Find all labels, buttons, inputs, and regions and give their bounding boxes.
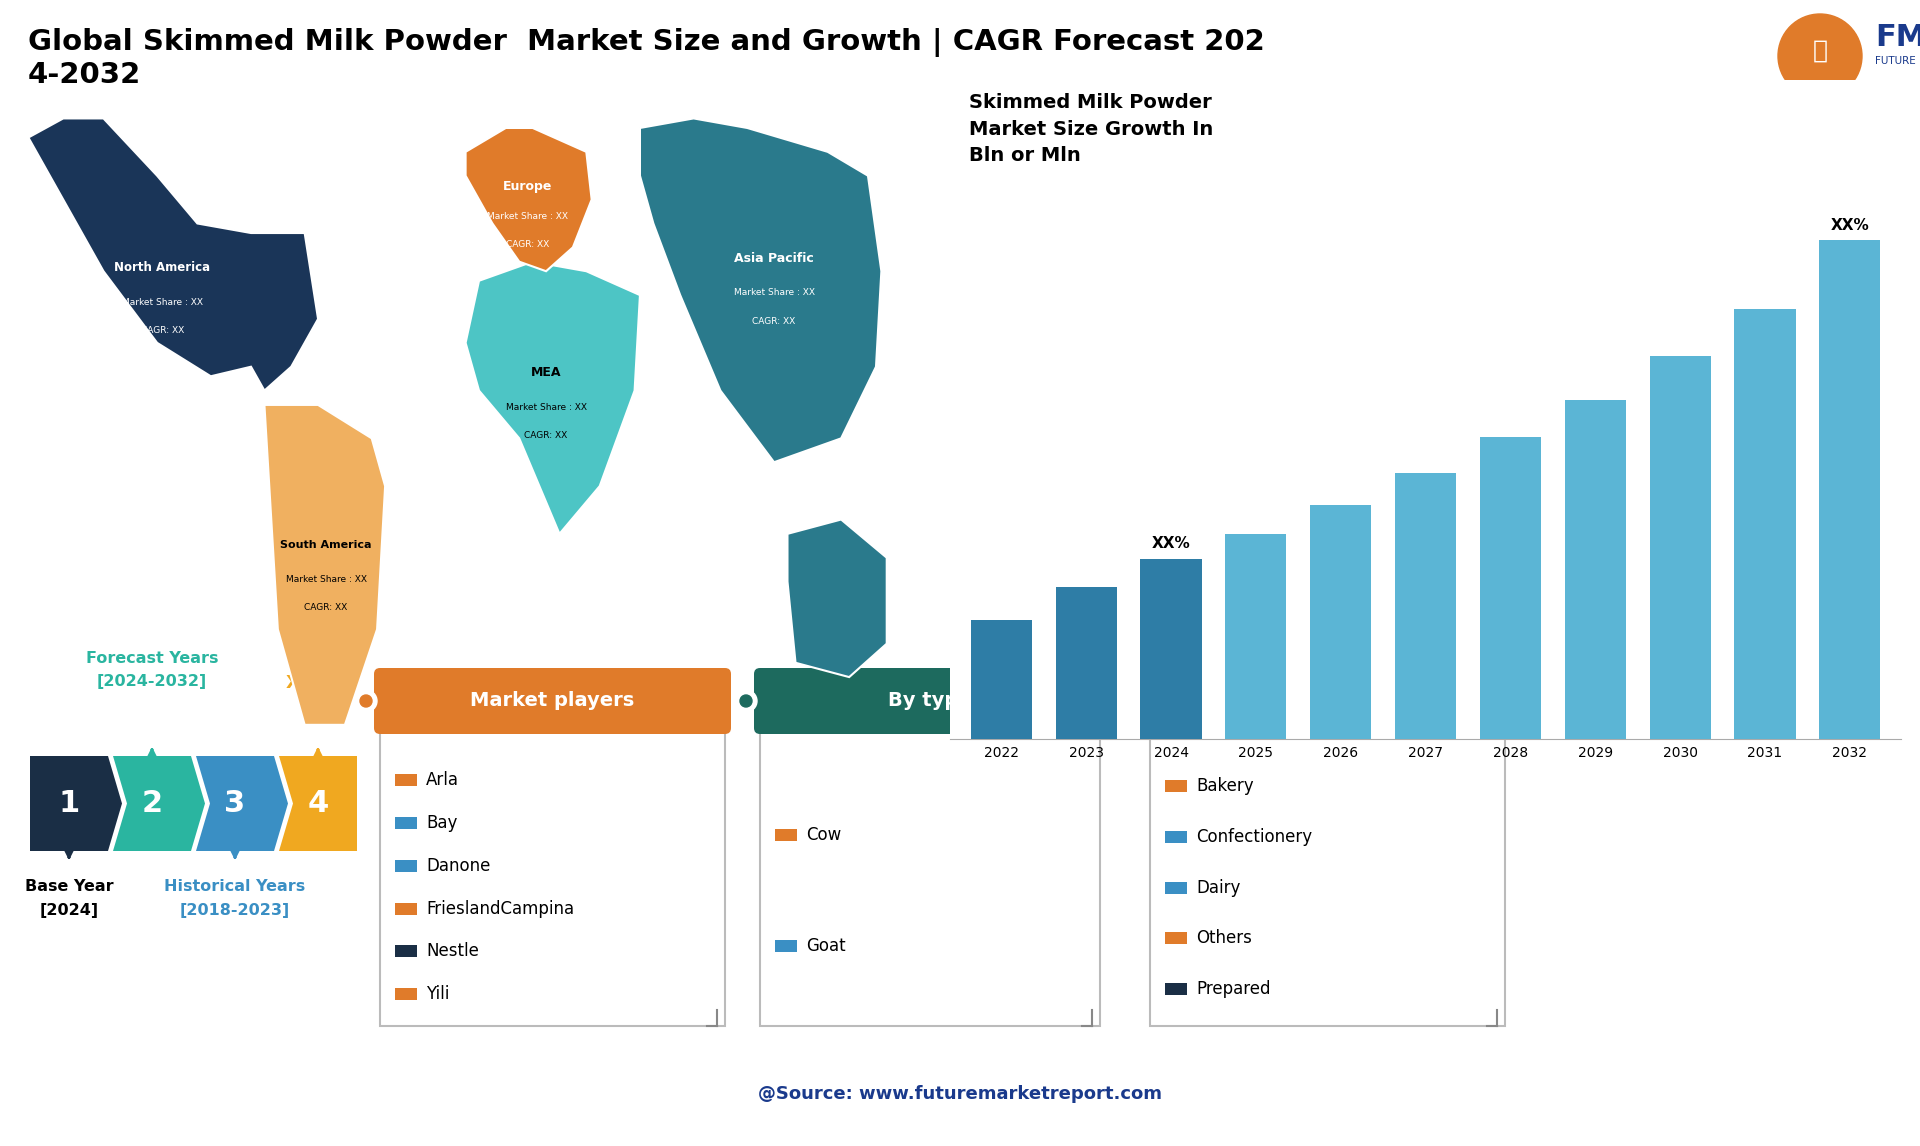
FancyBboxPatch shape: [396, 903, 417, 915]
Text: CAGR: XX: CAGR: XX: [505, 241, 549, 250]
Bar: [1649, 356, 1711, 739]
Polygon shape: [196, 756, 288, 851]
Text: FUTURE MARKET REPORT: FUTURE MARKET REPORT: [1876, 56, 1920, 66]
Polygon shape: [278, 756, 357, 851]
Text: Goat: Goat: [806, 937, 845, 955]
Circle shape: [355, 690, 376, 712]
Text: Europe: Europe: [503, 180, 551, 193]
Text: Yili: Yili: [426, 986, 449, 1003]
Text: Skimmed Milk Powder
Market Size Growth In
Bln or Mln: Skimmed Milk Powder Market Size Growth I…: [970, 93, 1213, 165]
FancyBboxPatch shape: [396, 775, 417, 786]
Text: CAGR: CAGR: [290, 651, 346, 669]
Text: Danone: Danone: [426, 857, 490, 874]
Text: Bakery: Bakery: [1196, 777, 1254, 795]
Text: [2024-2032]: [2024-2032]: [96, 674, 207, 689]
Circle shape: [1131, 694, 1142, 707]
Text: CAGR: XX: CAGR: XX: [753, 316, 795, 325]
FancyBboxPatch shape: [755, 668, 1106, 733]
Bar: [1480, 438, 1542, 739]
Text: [2024]: [2024]: [40, 903, 98, 918]
Text: 🏃: 🏃: [1812, 39, 1828, 63]
Text: Forecast Years: Forecast Years: [86, 651, 219, 666]
Polygon shape: [465, 261, 639, 534]
FancyBboxPatch shape: [1144, 668, 1511, 733]
FancyBboxPatch shape: [776, 940, 797, 952]
FancyBboxPatch shape: [760, 728, 1100, 1026]
Text: Base Year: Base Year: [25, 879, 113, 894]
FancyBboxPatch shape: [396, 860, 417, 872]
Text: Market players: Market players: [470, 691, 636, 711]
Bar: [1056, 587, 1117, 739]
FancyBboxPatch shape: [1165, 982, 1187, 995]
Text: By application: By application: [1250, 691, 1405, 711]
FancyBboxPatch shape: [776, 829, 797, 841]
Bar: [1396, 473, 1455, 739]
FancyBboxPatch shape: [1165, 831, 1187, 843]
FancyBboxPatch shape: [1165, 780, 1187, 792]
Polygon shape: [31, 756, 123, 851]
Text: Prepared: Prepared: [1196, 980, 1271, 998]
FancyBboxPatch shape: [374, 668, 732, 733]
Bar: [1820, 240, 1880, 739]
Text: South America: South America: [280, 540, 372, 550]
Text: Nestle: Nestle: [426, 942, 478, 960]
Text: Dairy: Dairy: [1196, 879, 1240, 896]
Text: Market Share : XX: Market Share : XX: [123, 298, 204, 307]
Text: Bay: Bay: [426, 814, 457, 832]
Text: CAGR: XX: CAGR: XX: [140, 327, 184, 336]
Text: 2: 2: [142, 788, 163, 818]
Text: 3: 3: [225, 788, 246, 818]
Polygon shape: [465, 128, 591, 272]
Polygon shape: [265, 405, 386, 725]
Text: Confectionery: Confectionery: [1196, 827, 1311, 846]
Text: Market Share : XX: Market Share : XX: [505, 402, 588, 411]
Bar: [1734, 309, 1795, 739]
Circle shape: [1778, 14, 1862, 99]
Text: 1: 1: [58, 788, 79, 818]
Bar: [1140, 558, 1202, 739]
Text: XX%%: XX%%: [286, 674, 349, 692]
Text: North America: North America: [115, 261, 211, 274]
Polygon shape: [639, 118, 881, 462]
Text: Global Skimmed Milk Powder  Market Size and Growth | CAGR Forecast 202: Global Skimmed Milk Powder Market Size a…: [29, 28, 1265, 57]
Text: Arla: Arla: [426, 771, 459, 790]
Circle shape: [739, 694, 753, 707]
Circle shape: [735, 690, 756, 712]
Text: CAGR: XX: CAGR: XX: [305, 603, 348, 612]
Text: 4-2032: 4-2032: [29, 61, 142, 89]
Text: XX%: XX%: [1152, 536, 1190, 551]
Text: [2018-2023]: [2018-2023]: [180, 903, 290, 918]
Polygon shape: [29, 118, 319, 391]
FancyBboxPatch shape: [1150, 728, 1505, 1026]
Bar: [972, 620, 1031, 739]
Text: Market Share : XX: Market Share : XX: [733, 288, 814, 297]
FancyBboxPatch shape: [1165, 881, 1187, 894]
Text: Asia Pacific: Asia Pacific: [733, 252, 814, 265]
Text: @Source: www.futuremarketreport.com: @Source: www.futuremarketreport.com: [758, 1085, 1162, 1102]
Text: FrieslandCampina: FrieslandCampina: [426, 900, 574, 918]
Circle shape: [1125, 690, 1146, 712]
Text: XX%: XX%: [1830, 218, 1870, 233]
Text: Cow: Cow: [806, 826, 841, 843]
Polygon shape: [113, 756, 205, 851]
FancyBboxPatch shape: [396, 817, 417, 829]
Text: Market Share : XX: Market Share : XX: [488, 212, 568, 221]
Text: MEA: MEA: [530, 367, 561, 379]
FancyBboxPatch shape: [396, 988, 417, 1000]
Text: Others: Others: [1196, 929, 1252, 947]
FancyBboxPatch shape: [396, 945, 417, 957]
Polygon shape: [787, 519, 887, 677]
Text: By type: By type: [889, 691, 972, 711]
Bar: [1225, 534, 1286, 739]
FancyBboxPatch shape: [1165, 932, 1187, 944]
Circle shape: [361, 694, 372, 707]
Bar: [1309, 505, 1371, 739]
Bar: [1565, 400, 1626, 739]
Text: FMR: FMR: [1876, 24, 1920, 53]
Text: 4: 4: [307, 788, 328, 818]
FancyBboxPatch shape: [380, 728, 726, 1026]
Text: CAGR: XX: CAGR: XX: [524, 431, 568, 440]
Text: Historical Years: Historical Years: [165, 879, 305, 894]
Text: Market Share : XX: Market Share : XX: [286, 574, 367, 583]
